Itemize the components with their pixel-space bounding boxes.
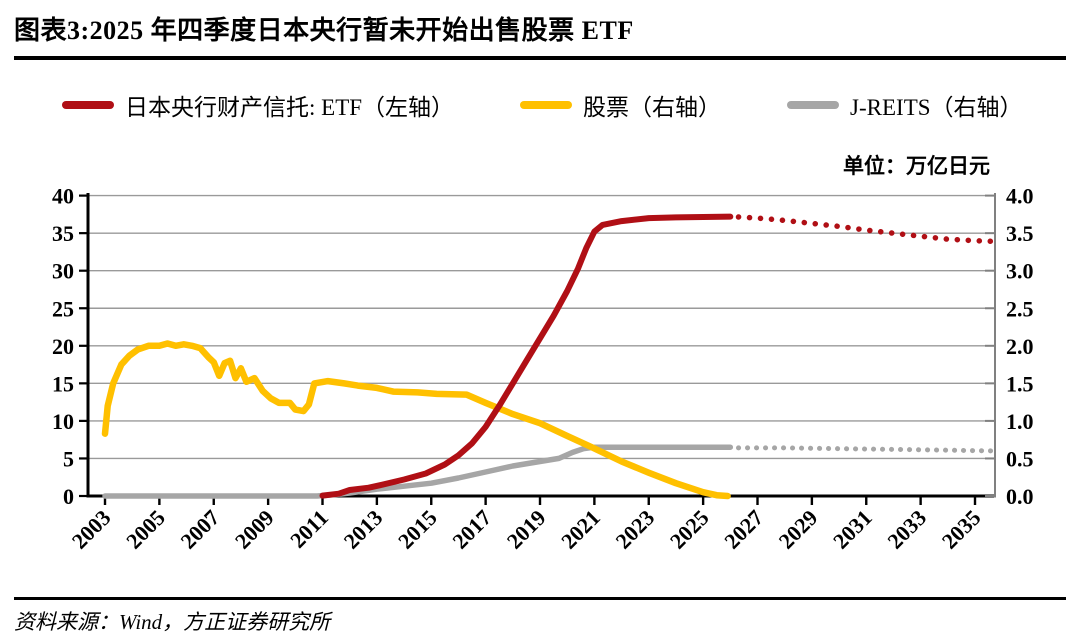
left-axis-label: 25 bbox=[52, 296, 74, 321]
legend-item-jreits: J-REITS（右轴） bbox=[787, 88, 1023, 122]
x-axis-label: 2035 bbox=[937, 505, 986, 554]
x-axis-label: 2021 bbox=[556, 505, 605, 554]
left-axis-label: 30 bbox=[52, 259, 74, 284]
x-axis-label: 2025 bbox=[665, 505, 714, 554]
etf-line-solid bbox=[319, 213, 734, 499]
right-axis-label: 0.0 bbox=[1006, 484, 1034, 509]
right-axis-label: 3.0 bbox=[1006, 259, 1034, 284]
legend-swatch-stocks-icon bbox=[520, 101, 573, 109]
source-divider bbox=[14, 597, 1066, 600]
x-axis-label: 2031 bbox=[828, 505, 877, 554]
legend: 日本央行财产信托: ETF（左轴） 股票（右轴） J-REITS（右轴） bbox=[62, 88, 1023, 122]
jreits-line-solid bbox=[102, 444, 734, 499]
right-axis-label: 3.5 bbox=[1006, 221, 1034, 246]
x-axis-label: 2017 bbox=[447, 505, 496, 554]
left-axis-label: 15 bbox=[52, 371, 74, 396]
right-axis-label: 0.5 bbox=[1006, 446, 1034, 471]
legend-item-etf: 日本央行财产信托: ETF（左轴） bbox=[62, 88, 454, 122]
jreits-line-projection bbox=[736, 445, 997, 454]
right-axis-label: 2.0 bbox=[1006, 334, 1034, 359]
x-axis-label: 2011 bbox=[285, 505, 333, 553]
left-axis-label: 20 bbox=[52, 334, 74, 359]
figure-title: 图表3:2025 年四季度日本央行暂未开始出售股票 ETF bbox=[14, 16, 634, 45]
legend-label-jreits: J-REITS（右轴） bbox=[850, 95, 1023, 120]
x-axis-label: 2007 bbox=[175, 505, 224, 554]
x-axis-label: 2009 bbox=[230, 505, 279, 554]
right-axis-label: 2.5 bbox=[1006, 296, 1034, 321]
right-axis-label: 1.0 bbox=[1006, 409, 1034, 434]
left-axis-label: 40 bbox=[52, 184, 74, 209]
x-axis-label: 2033 bbox=[882, 505, 931, 554]
x-axis-label: 2003 bbox=[67, 505, 116, 554]
stocks-line bbox=[101, 340, 731, 500]
unit-label: 单位：万亿日元 bbox=[843, 154, 990, 178]
x-axis-label: 2015 bbox=[393, 505, 442, 554]
right-axis-label: 1.5 bbox=[1006, 371, 1034, 396]
legend-label-etf: 日本央行财产信托: ETF（左轴） bbox=[125, 95, 455, 120]
legend-swatch-etf-icon bbox=[62, 101, 114, 109]
legend-label-stocks: 股票（右轴） bbox=[583, 95, 722, 120]
left-axis-label: 35 bbox=[52, 221, 74, 246]
x-axis-label: 2013 bbox=[339, 505, 388, 554]
x-axis-label: 2005 bbox=[121, 505, 170, 554]
etf-line-projection bbox=[735, 214, 997, 245]
x-axis-label: 2019 bbox=[502, 505, 551, 554]
legend-item-stocks: 股票（右轴） bbox=[520, 88, 721, 122]
right-axis-label: 4.0 bbox=[1006, 184, 1034, 209]
source-note: 资料来源：Wind，方正证券研究所 bbox=[14, 610, 331, 634]
legend-swatch-jreits-icon bbox=[787, 101, 840, 109]
x-axis-label: 2023 bbox=[610, 505, 659, 554]
title-divider bbox=[14, 56, 1066, 60]
x-axis-label: 2027 bbox=[719, 505, 768, 554]
left-axis-label: 10 bbox=[52, 409, 74, 434]
left-axis-label: 0 bbox=[63, 484, 74, 509]
left-axis-label: 5 bbox=[63, 446, 74, 471]
x-axis-label: 2029 bbox=[774, 505, 823, 554]
